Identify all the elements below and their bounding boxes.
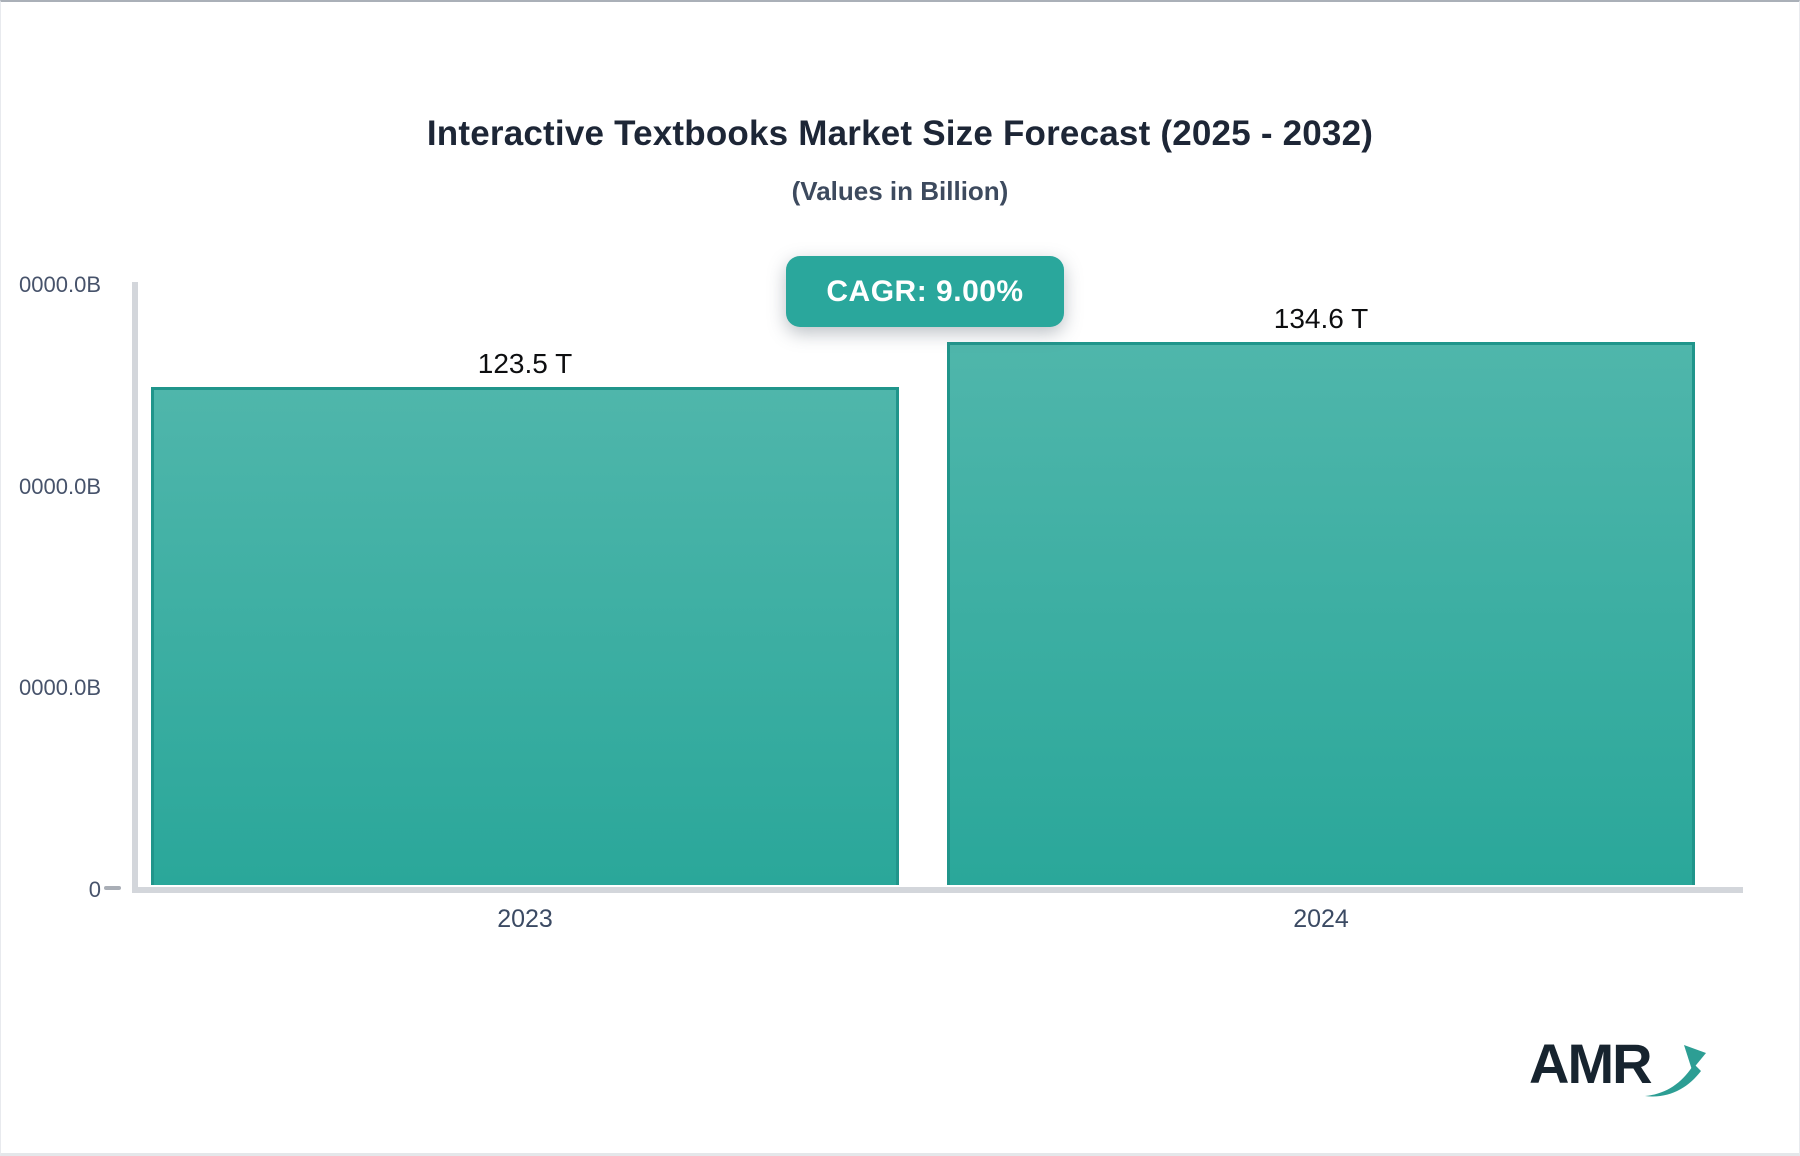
y-axis-tick-label: 0000.0B	[19, 675, 101, 700]
bar-2023[interactable]: 123.5 T	[151, 348, 899, 885]
amr-logo-text: AMR	[1529, 1032, 1653, 1095]
y-axis-tick-label: 0000.0B	[19, 474, 101, 499]
y-axis-zero-tick-mark	[104, 886, 121, 890]
y-axis-tick-label: 0000.0B	[19, 272, 101, 297]
x-axis-label-2024: 2024	[1293, 905, 1349, 933]
y-axis-zero-label: 0	[88, 877, 101, 902]
amr-logo: AMR	[1529, 1034, 1707, 1105]
bar-2024[interactable]: 134.6 T	[947, 303, 1695, 885]
cagr-badge-label: CAGR: 9.00%	[826, 274, 1024, 308]
x-axis-line	[132, 887, 1743, 893]
cagr-badge: CAGR: 9.00%	[786, 256, 1064, 327]
growth-arrow-icon	[1643, 1044, 1707, 1105]
bar-value-label-2024: 134.6 T	[1273, 303, 1369, 334]
bar-value-label-2023: 123.5 T	[477, 348, 573, 379]
y-axis-line	[132, 282, 138, 892]
chart-subtitle: (Values in Billion)	[791, 176, 1009, 206]
chart-title: Interactive Textbooks Market Size Foreca…	[426, 114, 1374, 153]
x-axis-label-2023: 2023	[497, 905, 553, 933]
